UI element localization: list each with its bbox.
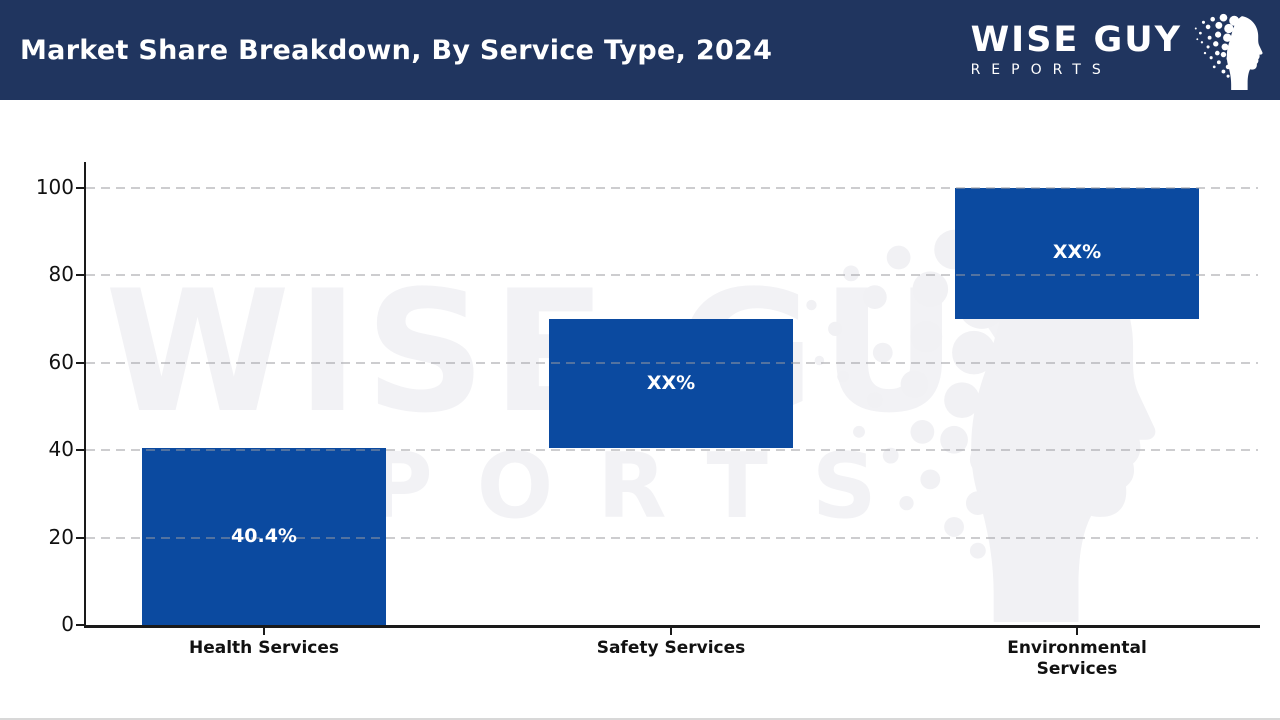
category-label: Health Services <box>189 638 339 658</box>
page-title: Market Share Breakdown, By Service Type,… <box>20 34 773 66</box>
y-axis-tick-label: 40 <box>48 437 74 461</box>
bar-segment <box>549 318 793 449</box>
category-label: Environmental Services <box>1007 638 1147 680</box>
x-axis-tick-mark <box>1076 627 1078 635</box>
y-axis-tick-label: 20 <box>48 524 74 549</box>
wise-guy-reports-logo: WISE GUY REPORTS <box>971 10 1266 90</box>
y-axis-tick-mark <box>76 186 84 189</box>
bar-value-label: 40.4% <box>231 524 297 547</box>
y-axis-tick-label: 80 <box>48 262 74 286</box>
y-axis-line <box>84 162 86 628</box>
y-axis-tick-mark <box>76 624 84 626</box>
x-axis-line <box>84 625 1260 628</box>
y-gridline <box>86 186 1258 189</box>
logo-wordmark: WISE GUY <box>970 20 1182 61</box>
logo-face-icon <box>1184 10 1266 90</box>
y-gridline <box>86 536 1258 539</box>
bar-value-label: XX% <box>1052 241 1102 264</box>
y-axis-tick-mark <box>76 274 84 276</box>
y-gridline <box>86 361 1258 364</box>
chart-area: WISE GUY REPORTS 02040608010040.4%Health… <box>0 100 1280 718</box>
x-axis-tick-mark <box>670 627 672 635</box>
y-axis-tick-label: 60 <box>48 349 74 374</box>
y-axis-tick-mark <box>76 449 84 451</box>
y-axis-tick-mark <box>76 536 84 539</box>
logo-text: WISE GUY REPORTS <box>971 22 1182 78</box>
x-axis-tick-mark <box>263 627 265 635</box>
logo-subtitle: REPORTS <box>970 61 1112 78</box>
y-axis-tick-label: 0 <box>61 612 74 636</box>
y-gridline <box>86 449 1258 451</box>
y-axis-tick-mark <box>76 361 84 364</box>
bar-segment <box>955 187 1199 319</box>
y-axis-tick-label: 100 <box>35 174 74 199</box>
y-gridline <box>86 274 1258 276</box>
category-label: Safety Services <box>596 638 746 658</box>
chart-header: Market Share Breakdown, By Service Type,… <box>0 0 1280 100</box>
bar-value-label: XX% <box>646 371 696 394</box>
